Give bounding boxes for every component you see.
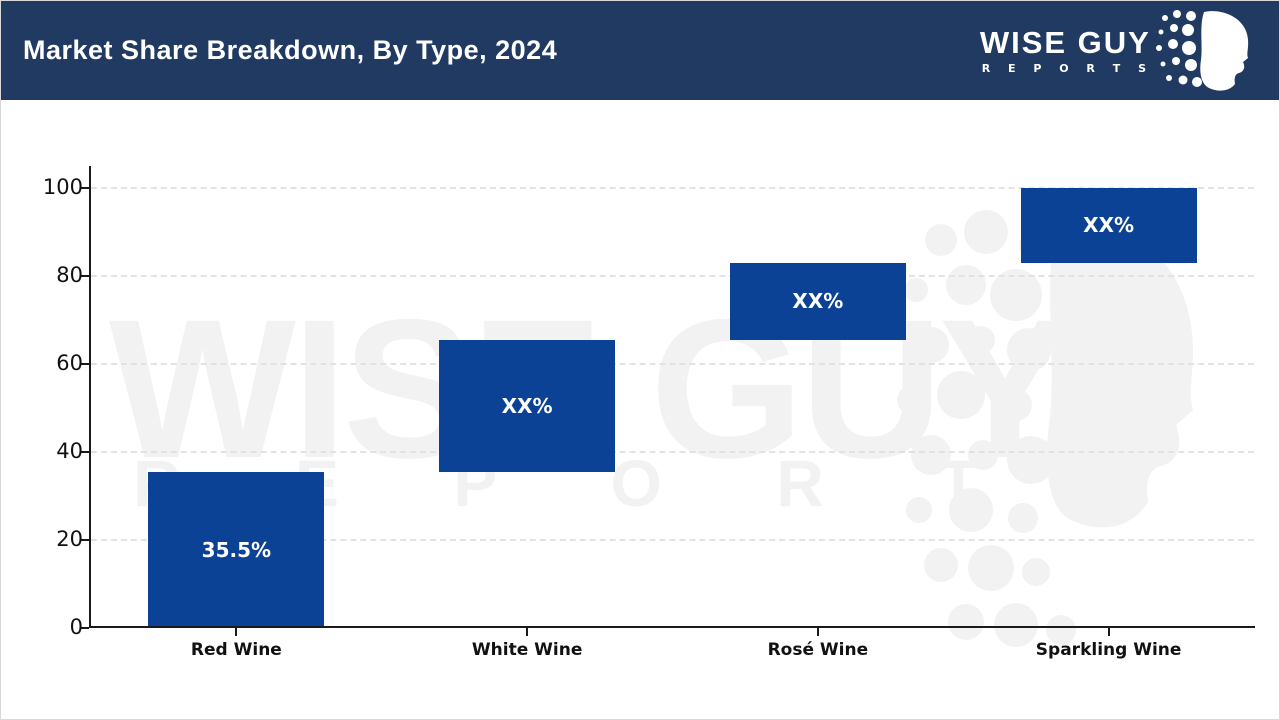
watermark-face-icon	[897, 210, 1193, 647]
bar-white-wine: XX%	[439, 339, 616, 472]
x-label-ros-wine: Rosé Wine	[767, 640, 869, 660]
bar-value-label: XX%	[792, 289, 844, 314]
logo-text: WISE GUY R E P O R T S	[978, 27, 1153, 75]
x-label-red-wine: Red Wine	[190, 640, 282, 660]
bar-red-wine: 35.5%	[148, 471, 325, 628]
chart-title: Market Share Breakdown, By Type, 2024	[23, 35, 558, 65]
wise-guy-reports-logo: WISE GUY R E P O R T S	[978, 8, 1255, 94]
y-tick-label-100: 100	[42, 175, 83, 199]
y-tick-0	[81, 627, 89, 629]
gridline-40	[91, 451, 1254, 453]
y-tick-40	[81, 451, 89, 453]
x-tick-2	[816, 628, 819, 636]
bar-sparkling-wine: XX%	[1020, 188, 1197, 263]
bar-ros-wine: XX%	[729, 262, 906, 340]
logo-face-icon	[1156, 9, 1249, 91]
x-axis-line	[89, 626, 1255, 628]
x-tick-0	[235, 628, 238, 636]
bar-value-label: XX%	[1083, 213, 1135, 238]
gridline-60	[91, 363, 1254, 365]
y-tick-label-60: 60	[56, 351, 83, 375]
gridline-20	[91, 539, 1254, 541]
bar-value-label: XX%	[501, 393, 553, 418]
header-bar: Market Share Breakdown, By Type, 2024 WI…	[1, 1, 1279, 100]
logo-subtitle: R E P O R T S	[981, 61, 1153, 75]
waterfall-chart: WISE GUY R E P O R T S 0 20 40 60 80 100 Red W…	[1, 100, 1279, 719]
y-axis-line	[89, 166, 91, 628]
gridline-100	[91, 187, 1254, 189]
x-label-white-wine: White Wine	[471, 640, 583, 660]
y-tick-label-20: 20	[56, 527, 83, 551]
y-tick-label-0: 0	[69, 615, 83, 639]
y-tick-100	[81, 187, 89, 189]
gridline-80	[91, 275, 1254, 277]
y-tick-60	[81, 363, 89, 365]
y-tick-20	[81, 539, 89, 541]
y-tick-label-40: 40	[56, 439, 83, 463]
bar-value-label: 35.5%	[201, 537, 272, 562]
x-tick-1	[526, 628, 529, 636]
x-label-sparkling-wine: Sparkling Wine	[1035, 640, 1182, 660]
x-tick-3	[1107, 628, 1110, 636]
logo-wordmark: WISE GUY	[979, 24, 1151, 60]
y-tick-label-80: 80	[56, 263, 83, 287]
y-tick-80	[81, 275, 89, 277]
